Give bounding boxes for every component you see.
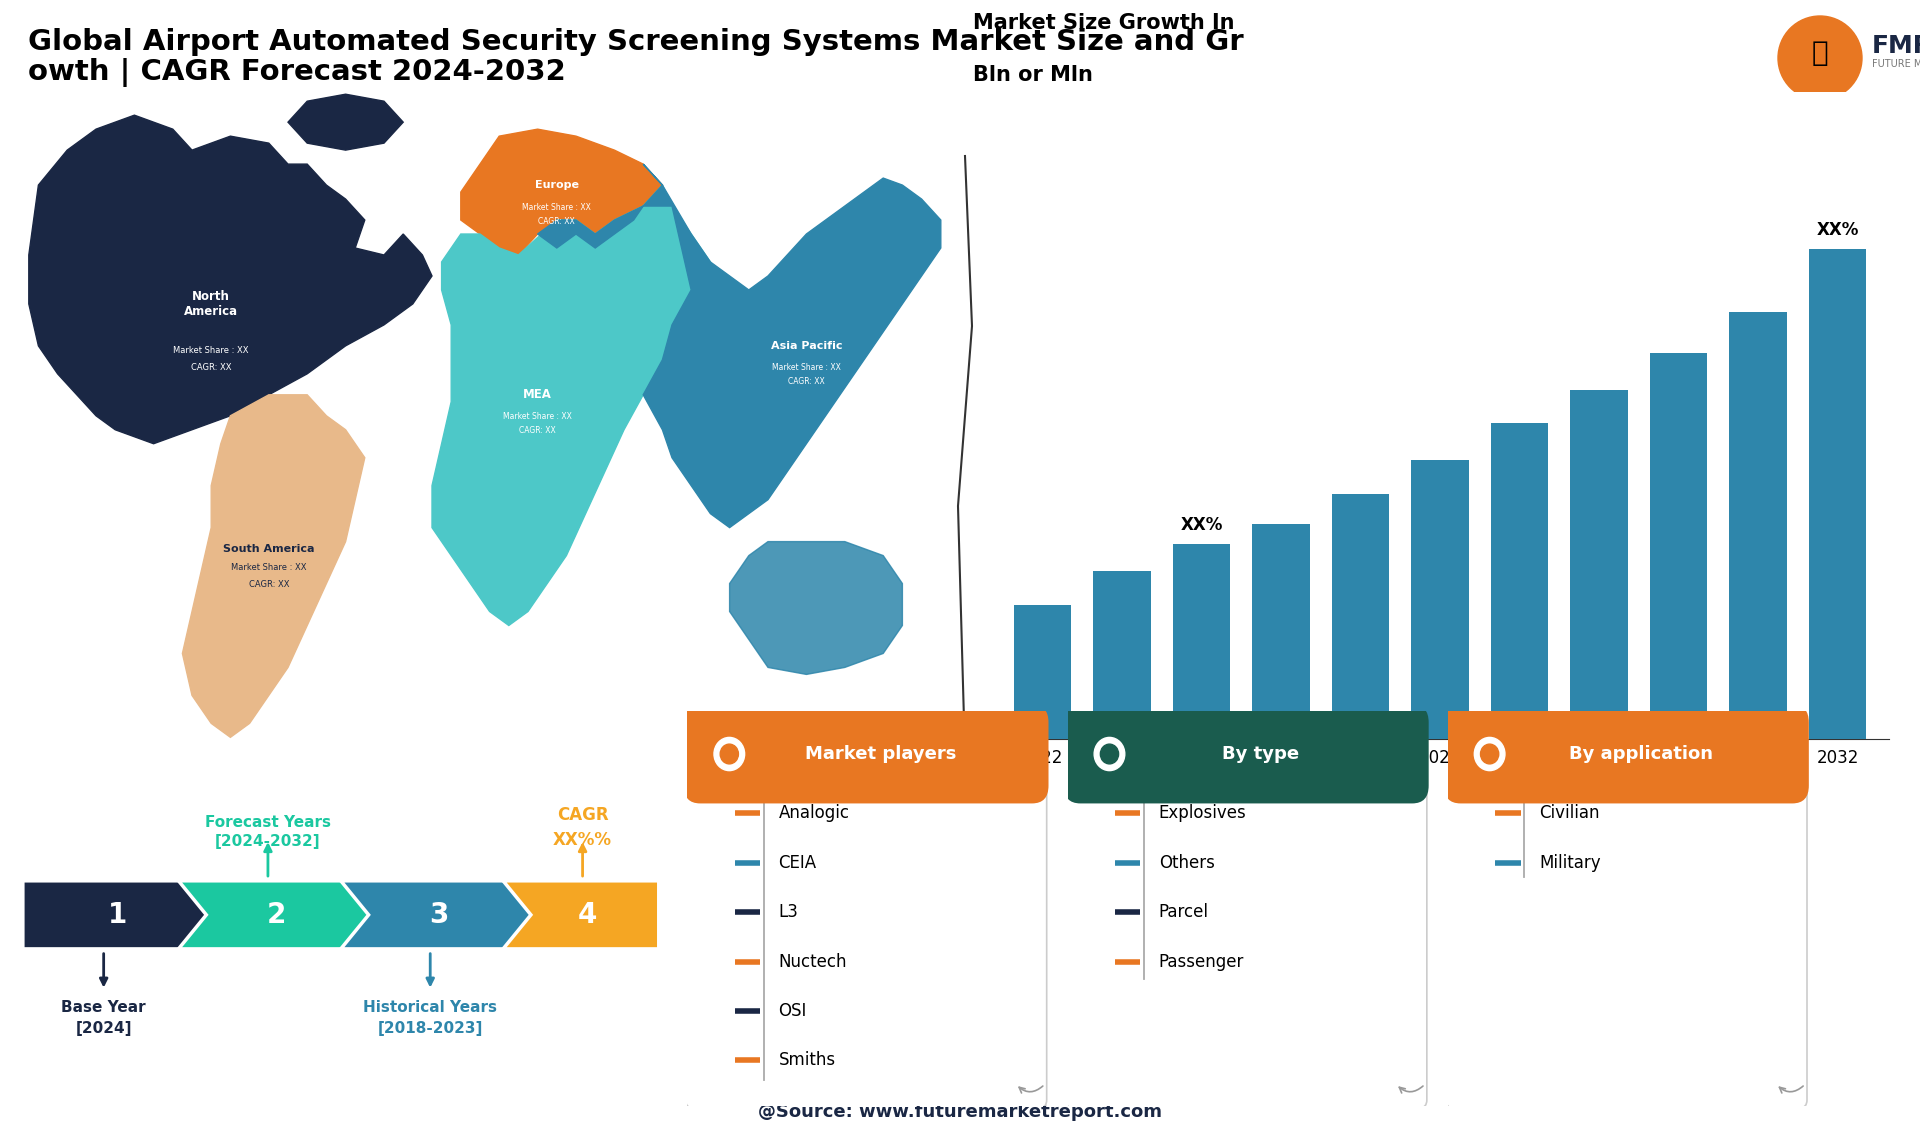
Text: North
America: North America [184,290,238,317]
Text: CAGR: XX: CAGR: XX [538,217,576,226]
Text: [2024-2032]: [2024-2032] [215,833,321,849]
Text: 1: 1 [108,901,127,929]
Bar [1730,313,1788,739]
Text: Market Share : XX: Market Share : XX [772,363,841,372]
Text: 3: 3 [430,901,449,929]
Text: OSI: OSI [780,1002,806,1020]
Text: Historical Years: Historical Years [363,1000,497,1015]
Text: Europe: Europe [536,180,578,190]
Text: [2018-2023]: [2018-2023] [378,1021,484,1036]
Circle shape [1475,737,1505,770]
FancyBboxPatch shape [1066,721,1427,1108]
Circle shape [1480,744,1500,764]
Polygon shape [730,542,902,674]
Circle shape [1094,737,1125,770]
Text: Bln or Mln: Bln or Mln [973,65,1092,85]
Text: CAGR: XX: CAGR: XX [787,377,826,386]
Bar [1252,524,1309,739]
Circle shape [1778,16,1862,100]
Text: CAGR: XX: CAGR: XX [248,580,290,589]
Text: By type: By type [1223,745,1300,763]
Text: Market Share : XX: Market Share : XX [173,346,250,355]
Polygon shape [503,881,659,949]
Text: CEIA: CEIA [780,854,816,872]
Text: 2: 2 [267,901,286,929]
Text: By application: By application [1569,745,1713,763]
Text: Others: Others [1160,854,1215,872]
Text: Market Share : XX: Market Share : XX [503,413,572,422]
Text: Passenger: Passenger [1160,952,1244,971]
Text: L3: L3 [780,903,799,921]
Text: Asia Pacific: Asia Pacific [770,340,843,351]
Text: Market Size Growth In: Market Size Growth In [973,14,1235,33]
Text: @Source: www.futuremarketreport.com: @Source: www.futuremarketreport.com [758,1102,1162,1121]
Text: Market Share : XX: Market Share : XX [230,563,307,572]
FancyBboxPatch shape [684,705,1048,803]
Text: Smiths: Smiths [780,1051,835,1069]
Polygon shape [179,881,374,949]
Text: owth | CAGR Forecast 2024-2032: owth | CAGR Forecast 2024-2032 [29,58,566,87]
Polygon shape [432,185,710,626]
Text: Base Year: Base Year [61,1000,146,1015]
Polygon shape [29,116,432,444]
Text: CAGR: CAGR [557,806,609,824]
FancyBboxPatch shape [1444,705,1809,803]
Text: Forecast Years: Forecast Years [205,815,330,830]
Polygon shape [538,164,941,527]
Text: XX%: XX% [1181,516,1223,534]
Text: 4: 4 [578,901,597,929]
Text: Civilian: Civilian [1540,804,1599,823]
Bar [1092,571,1150,739]
Polygon shape [461,129,662,256]
Bar [1332,494,1388,739]
Text: South America: South America [223,543,315,554]
Text: CAGR: XX: CAGR: XX [190,363,232,372]
Text: Market players: Market players [804,745,956,763]
Text: Nuctech: Nuctech [780,952,847,971]
Bar [1571,390,1628,739]
Text: Military: Military [1540,854,1601,872]
Text: Global Airport Automated Security Screening Systems Market Size and Gr: Global Airport Automated Security Screen… [29,28,1244,56]
Bar [1173,544,1231,739]
Text: Market Share : XX: Market Share : XX [522,203,591,212]
Polygon shape [461,248,518,290]
Circle shape [714,737,745,770]
Text: CAGR: XX: CAGR: XX [518,426,557,435]
Text: [2024]: [2024] [75,1021,132,1036]
Text: MEA: MEA [522,388,553,401]
FancyBboxPatch shape [1446,721,1807,1108]
Bar [1649,353,1707,739]
Circle shape [1100,744,1119,764]
Polygon shape [23,881,213,949]
Polygon shape [288,94,403,150]
Text: Explosives: Explosives [1160,804,1246,823]
Text: 📷: 📷 [1812,39,1828,66]
Bar [1411,461,1469,739]
FancyBboxPatch shape [685,721,1046,1108]
Text: FMR: FMR [1872,34,1920,58]
Polygon shape [342,881,538,949]
FancyBboxPatch shape [1064,705,1428,803]
Circle shape [720,744,739,764]
Bar [1809,249,1866,739]
Text: Parcel: Parcel [1160,903,1210,921]
Text: FUTURE MARKET REPORT: FUTURE MARKET REPORT [1872,58,1920,69]
Polygon shape [182,394,365,737]
Text: XX%: XX% [1816,220,1859,238]
Bar [1492,423,1548,739]
Bar [1014,605,1071,739]
Text: XX%%: XX%% [553,831,612,849]
Text: Analogic: Analogic [780,804,849,823]
